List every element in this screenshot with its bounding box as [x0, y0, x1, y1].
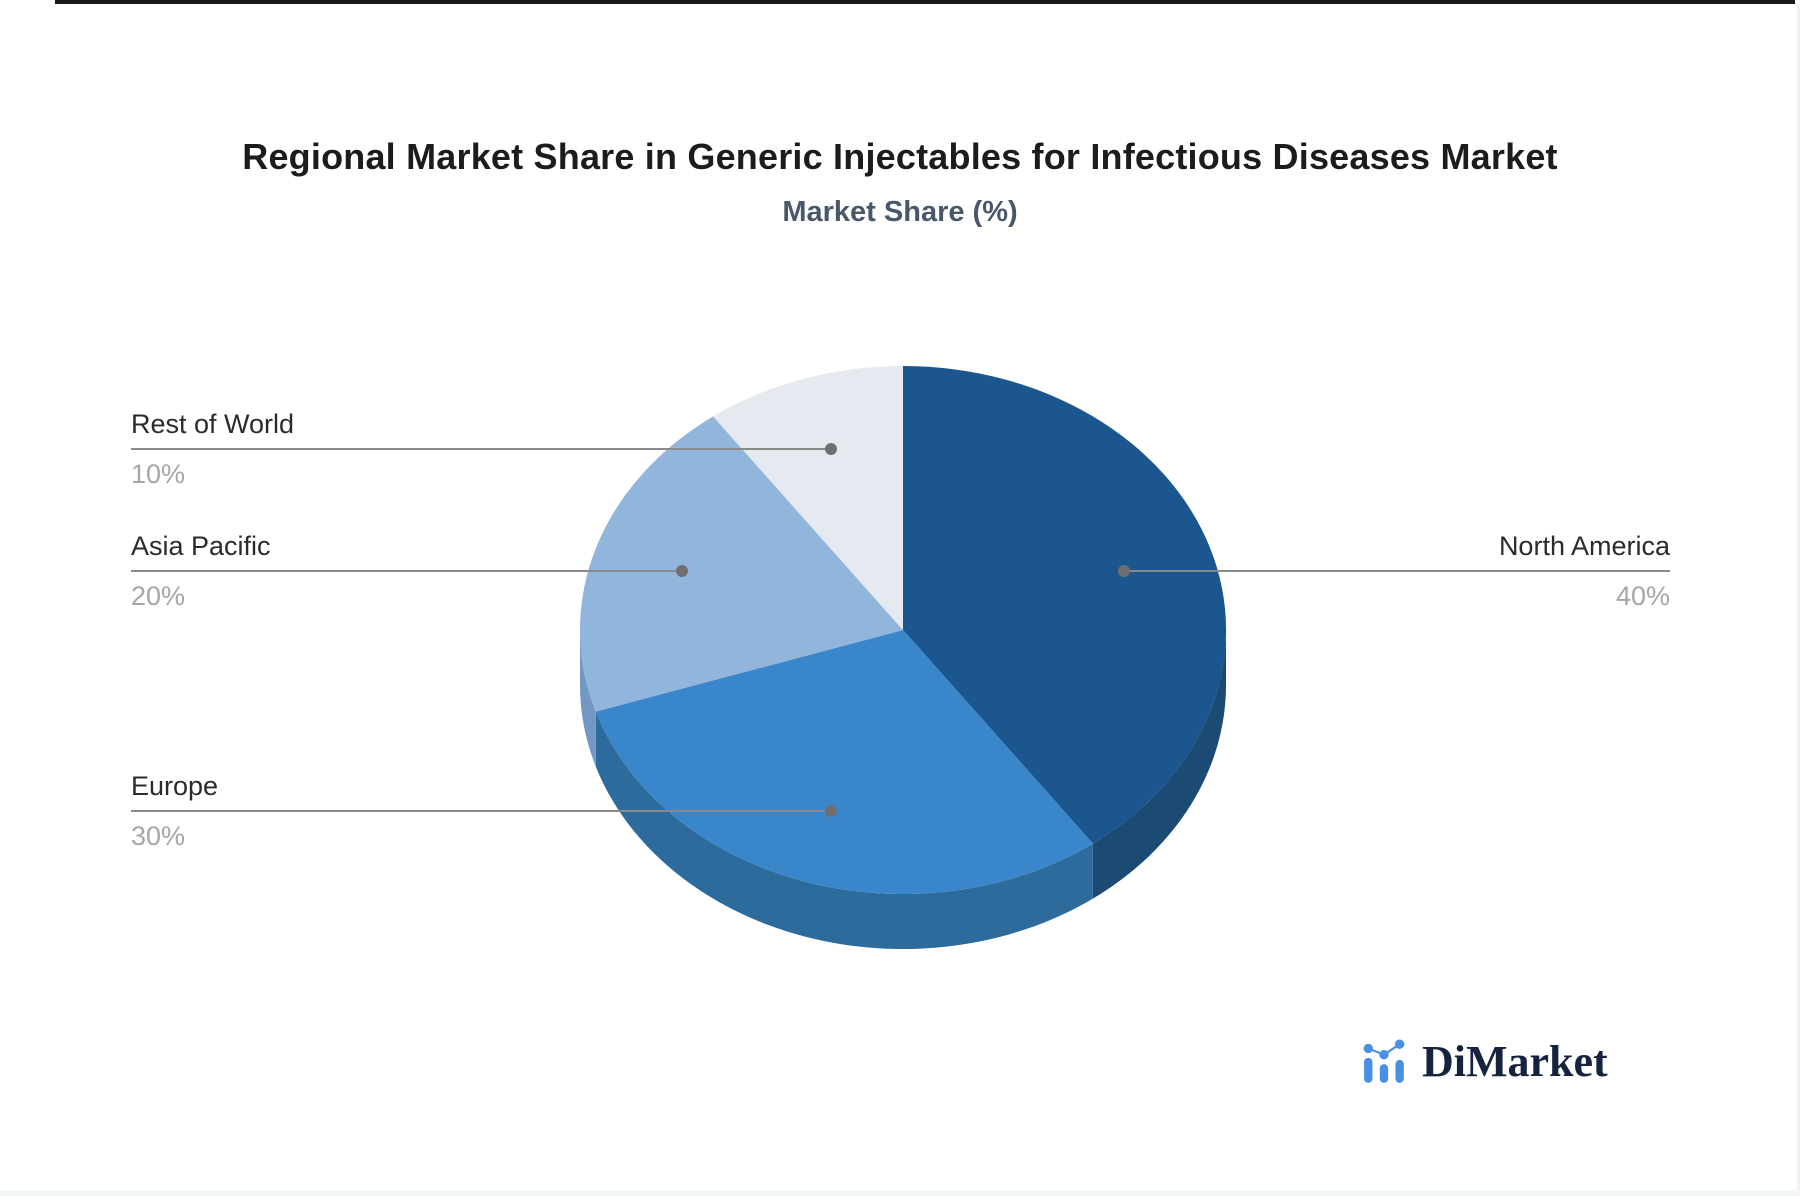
callout-label-europe: Europe	[131, 770, 219, 801]
callout-value-asia-pacific: 20%	[131, 581, 186, 612]
callout-label-rest-of-world: Rest of World	[131, 409, 295, 440]
brand-logo: DiMarket	[1362, 1036, 1608, 1087]
pie-slice-side-europe[interactable]	[595, 711, 1093, 950]
brand-name: DiMarket	[1422, 1037, 1608, 1086]
pie-slice-side-asia-pacific[interactable]	[580, 630, 596, 767]
chart-title: Regional Market Share in Generic Injecta…	[242, 136, 1558, 177]
pie-slice-side-north-america[interactable]	[1092, 630, 1226, 899]
window-edge-artifact-top	[55, 0, 1795, 4]
callout-dot-rest-of-world	[825, 443, 838, 456]
callout-line-rest-of-world	[131, 448, 832, 451]
callout-line-europe	[131, 809, 832, 812]
callout-dot-asia-pacific	[675, 565, 688, 578]
pie-slice-north-america[interactable]	[903, 366, 1227, 844]
pie-slice-europe[interactable]	[595, 630, 1093, 895]
callout-label-north-america: North America	[1498, 531, 1670, 562]
callout-line-north-america	[1124, 570, 1670, 573]
callout-dot-north-america	[1118, 565, 1131, 578]
callout-value-north-america: 40%	[1615, 581, 1670, 612]
callout-dot-europe	[825, 804, 838, 817]
pie-slice-asia-pacific[interactable]	[579, 416, 903, 712]
window-edge-artifact-bottom	[0, 1191, 1800, 1196]
chart-subtitle: Market Share (%)	[782, 196, 1018, 228]
pie-slice-rest-of-world[interactable]	[713, 365, 903, 630]
callout-label-asia-pacific: Asia Pacific	[131, 531, 271, 562]
window-edge-artifact-right	[1797, 4, 1800, 1196]
callout-line-asia-pacific	[131, 570, 682, 573]
callout-value-europe: 30%	[131, 820, 186, 851]
callout-value-rest-of-world: 10%	[131, 459, 186, 490]
bar-chart-logo-icon	[1363, 1039, 1405, 1083]
